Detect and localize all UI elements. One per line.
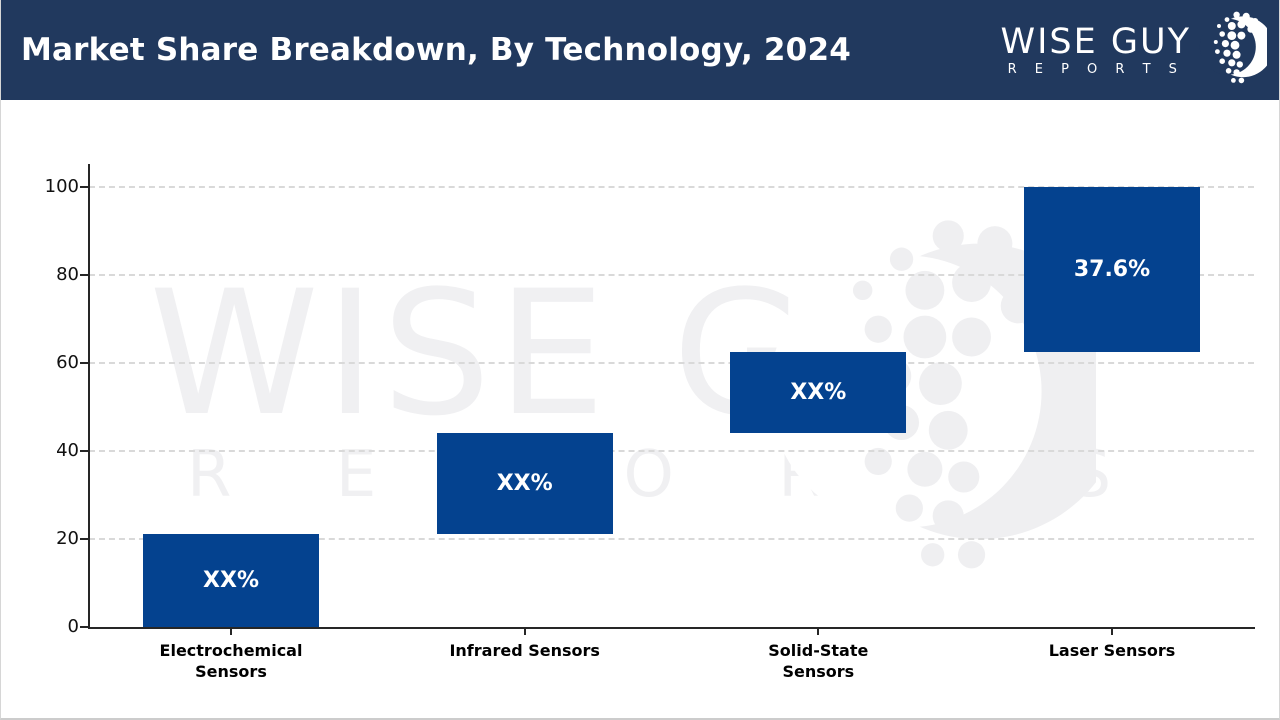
y-axis-tick-mark xyxy=(80,449,88,452)
chart-title: Market Share Breakdown, By Technology, 2… xyxy=(21,32,851,68)
y-axis-tick-mark xyxy=(80,361,88,364)
gridline-20 xyxy=(89,537,1254,540)
bar-segment: 37.6% xyxy=(1024,186,1200,353)
gridline-60 xyxy=(89,361,1254,364)
gridline-80 xyxy=(89,273,1254,276)
bar-value-label: XX% xyxy=(496,471,553,497)
wise-guy-reports-logo: WISE GUY R E P O R T S xyxy=(1000,8,1267,92)
x-axis-spine xyxy=(88,627,1255,629)
y-axis-tick-label: 100 xyxy=(44,175,79,197)
y-axis-tick-mark xyxy=(80,626,88,628)
y-axis-tick-label: 40 xyxy=(56,439,79,461)
y-axis-tick-mark xyxy=(80,537,88,540)
y-axis-spine xyxy=(88,164,90,629)
bar-segment: XX% xyxy=(730,352,907,434)
bar-segment: XX% xyxy=(143,534,319,627)
y-axis-tick-label: 60 xyxy=(56,351,79,373)
x-axis-category-label: Infrared Sensors xyxy=(449,641,600,660)
x-axis-category-label: Electrochemical Sensors xyxy=(159,641,303,681)
bar-segment: XX% xyxy=(436,433,613,535)
bar-value-label: XX% xyxy=(790,380,847,406)
dotted-face-icon xyxy=(1199,11,1267,84)
logo-text: WISE GUY R E P O R T S xyxy=(1000,23,1191,78)
y-axis-tick-label: 20 xyxy=(56,527,79,549)
y-axis-tick-label: 0 xyxy=(67,616,79,637)
gridline-40 xyxy=(89,449,1254,452)
y-axis-tick-mark xyxy=(80,273,88,276)
x-axis-tick-mark xyxy=(230,627,232,635)
logo-wordmark: WISE GUY xyxy=(1000,21,1191,62)
x-axis-tick-mark xyxy=(817,627,820,635)
x-axis-category-label: Laser Sensors xyxy=(1048,641,1176,660)
x-axis-category-label: Solid-State Sensors xyxy=(768,641,869,681)
header-bar: Market Share Breakdown, By Technology, 2… xyxy=(1,0,1279,100)
logo-subtitle: R E P O R T S xyxy=(1007,61,1184,77)
bar-value-label: XX% xyxy=(203,568,259,594)
gridline-100 xyxy=(89,185,1254,188)
x-axis-tick-mark xyxy=(523,627,526,635)
y-axis-tick-mark xyxy=(80,185,88,188)
x-axis-tick-mark xyxy=(1111,627,1113,635)
bar-value-label: 37.6% xyxy=(1073,256,1151,282)
y-axis-tick-label: 80 xyxy=(56,263,79,285)
